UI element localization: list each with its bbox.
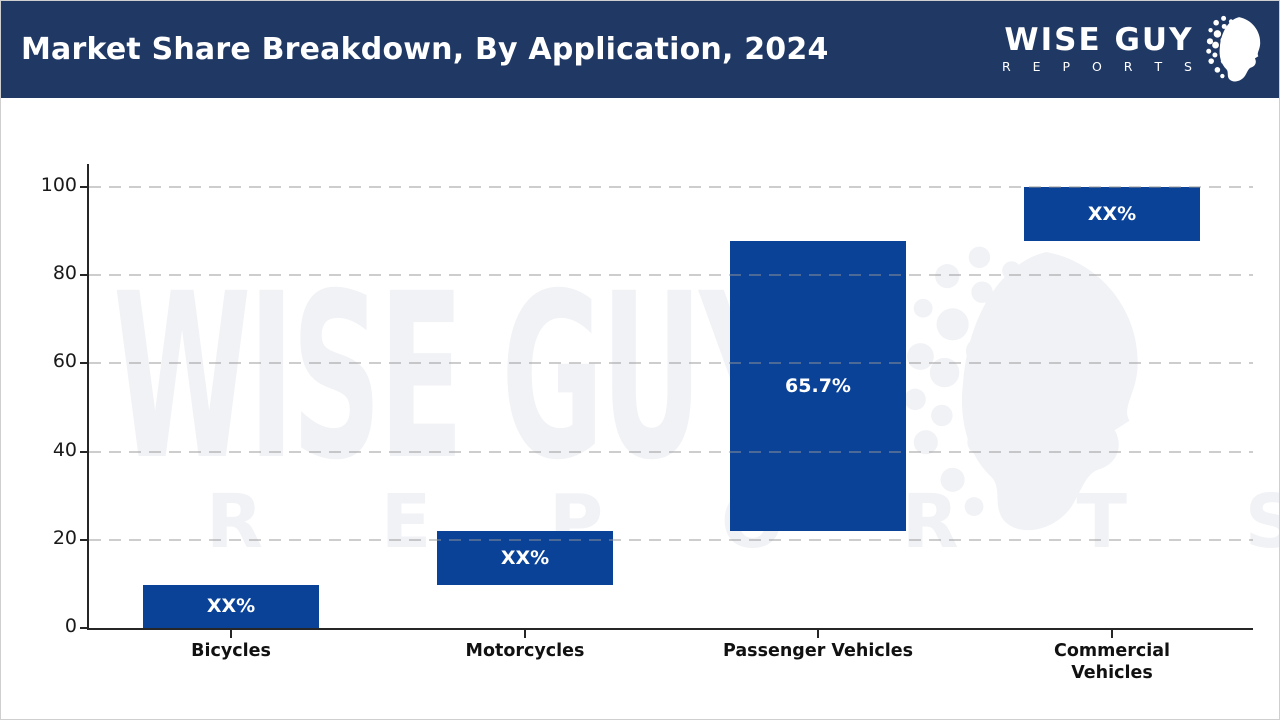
gridline xyxy=(89,450,1253,453)
y-tick-label: 40 xyxy=(52,438,77,461)
x-tick-mark xyxy=(817,630,819,638)
gridline xyxy=(89,274,1253,277)
bar-value-label: XX% xyxy=(500,546,550,569)
bar-commercial-vehicles: XX% xyxy=(1024,187,1200,242)
brand-name: WISE GUY xyxy=(1004,22,1194,58)
x-category-label: Motorcycles xyxy=(465,641,585,661)
y-axis-line xyxy=(87,164,89,630)
x-axis-line xyxy=(87,628,1253,630)
x-category-label: Passenger Vehicles xyxy=(722,641,913,661)
brand-logo-text: WISE GUY R E P O R T S xyxy=(997,22,1201,75)
dotted-face-icon xyxy=(1206,15,1261,82)
bar-value-label: XX% xyxy=(206,595,256,618)
brand-logo: WISE GUY R E P O R T S xyxy=(997,14,1279,86)
x-tick-mark xyxy=(1111,630,1113,638)
watermark-brand-name: WISE GUY xyxy=(113,244,790,510)
gridline xyxy=(89,186,1253,188)
y-tick-mark xyxy=(80,450,89,453)
gridline xyxy=(89,362,1253,365)
brand-subtitle: R E P O R T S xyxy=(1001,59,1201,74)
y-tick-mark xyxy=(80,627,89,629)
y-tick-mark xyxy=(80,186,89,188)
y-tick-mark xyxy=(80,538,89,541)
bar-value-label: 65.7% xyxy=(785,375,851,398)
y-tick-label: 0 xyxy=(64,615,77,637)
x-category-label: Bicycles xyxy=(191,641,271,661)
y-tick-label: 60 xyxy=(52,350,77,373)
y-tick-mark xyxy=(80,362,89,365)
x-tick-mark xyxy=(524,630,526,638)
chart-title: Market Share Breakdown, By Application, … xyxy=(21,32,829,67)
y-tick-mark xyxy=(80,274,89,277)
x-tick-mark xyxy=(230,630,232,638)
y-tick-label: 100 xyxy=(40,174,77,196)
x-category-label: Commercial Vehicles xyxy=(1053,641,1170,683)
gridline xyxy=(89,538,1253,541)
bar-passenger-vehicles: 65.7% xyxy=(730,241,906,531)
bar-bicycles: XX% xyxy=(143,584,319,628)
header-bar: Market Share Breakdown, By Application, … xyxy=(1,1,1279,98)
bar-motorcycles: XX% xyxy=(437,530,613,585)
y-tick-label: 80 xyxy=(52,262,77,285)
y-tick-label: 20 xyxy=(52,526,77,549)
bar-value-label: XX% xyxy=(1087,203,1137,226)
watermark-dotted-face-icon xyxy=(904,246,1138,531)
